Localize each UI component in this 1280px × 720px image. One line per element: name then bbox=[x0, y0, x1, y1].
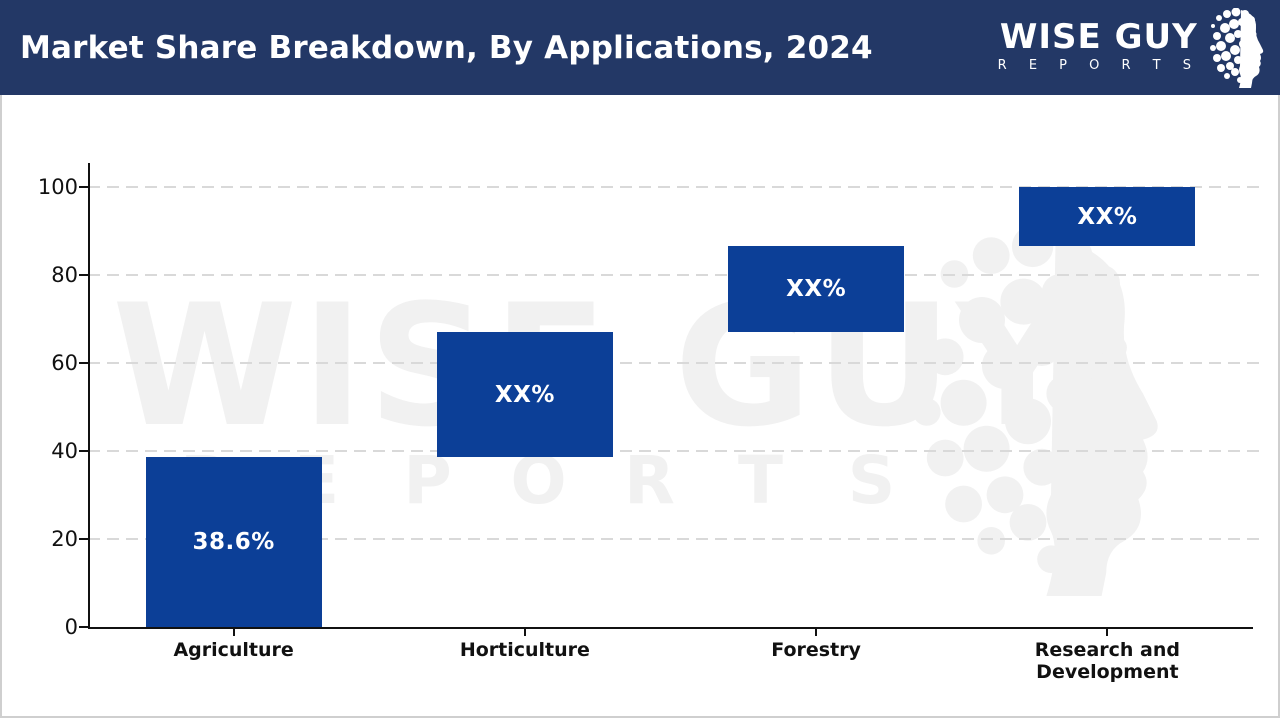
x-axis-category-label: Forestry bbox=[771, 639, 861, 661]
watermark-letter: S bbox=[847, 442, 896, 519]
y-axis-tick bbox=[79, 450, 88, 452]
y-axis-tick-label: 60 bbox=[51, 351, 78, 375]
gridline bbox=[88, 538, 1263, 540]
page-title: Market Share Breakdown, By Applications,… bbox=[20, 29, 873, 66]
watermark-letter: R bbox=[624, 442, 675, 519]
x-axis-tick bbox=[523, 627, 526, 636]
x-axis-category-label: Horticulture bbox=[459, 639, 590, 661]
x-axis-category-label: Agriculture bbox=[173, 639, 294, 661]
x-axis-line bbox=[88, 627, 1253, 629]
y-axis-tick bbox=[79, 538, 88, 540]
y-axis-tick-label: 40 bbox=[51, 439, 78, 463]
x-axis-tick bbox=[1106, 627, 1109, 636]
gridline bbox=[88, 274, 1263, 276]
bar-research-and-development: XX% bbox=[1019, 187, 1196, 247]
wise-guy-logo: WISE GUY R E P O R T S bbox=[998, 6, 1266, 90]
bar-value-label: XX% bbox=[786, 276, 847, 303]
y-axis-tick bbox=[79, 274, 88, 276]
y-axis-line bbox=[88, 163, 90, 629]
x-axis-tick bbox=[232, 627, 235, 636]
y-axis-tick-label: 0 bbox=[64, 615, 78, 639]
header: Market Share Breakdown, By Applications,… bbox=[0, 0, 1280, 95]
logo-text: WISE GUY R E P O R T S bbox=[997, 17, 1200, 73]
y-axis-tick bbox=[79, 626, 88, 628]
bar-forestry: XX% bbox=[728, 246, 905, 333]
logo-face-icon bbox=[1210, 8, 1264, 88]
bar-value-label: 38.6% bbox=[192, 529, 275, 556]
logo-subtext: R E P O R T S bbox=[997, 57, 1200, 73]
gridline bbox=[88, 186, 1263, 188]
x-axis-tick bbox=[815, 627, 818, 636]
y-axis-tick-label: 80 bbox=[51, 263, 78, 287]
y-axis-tick-label: 20 bbox=[51, 527, 78, 551]
watermark-letter: T bbox=[737, 442, 784, 519]
gridline bbox=[88, 450, 1263, 452]
y-axis-tick bbox=[79, 186, 88, 188]
bar-value-label: XX% bbox=[494, 381, 555, 408]
gridline bbox=[88, 362, 1263, 364]
logo-wordmark: WISE GUY bbox=[999, 17, 1198, 57]
x-axis-category-label: Research and Development bbox=[1034, 639, 1180, 683]
bar-horticulture: XX% bbox=[436, 332, 613, 458]
y-axis-tick-label: 100 bbox=[37, 175, 78, 199]
y-axis-tick bbox=[79, 362, 88, 364]
bar-value-label: XX% bbox=[1077, 203, 1138, 230]
bar-agriculture: 38.6% bbox=[145, 457, 322, 627]
watermark-face-icon bbox=[913, 228, 1158, 596]
